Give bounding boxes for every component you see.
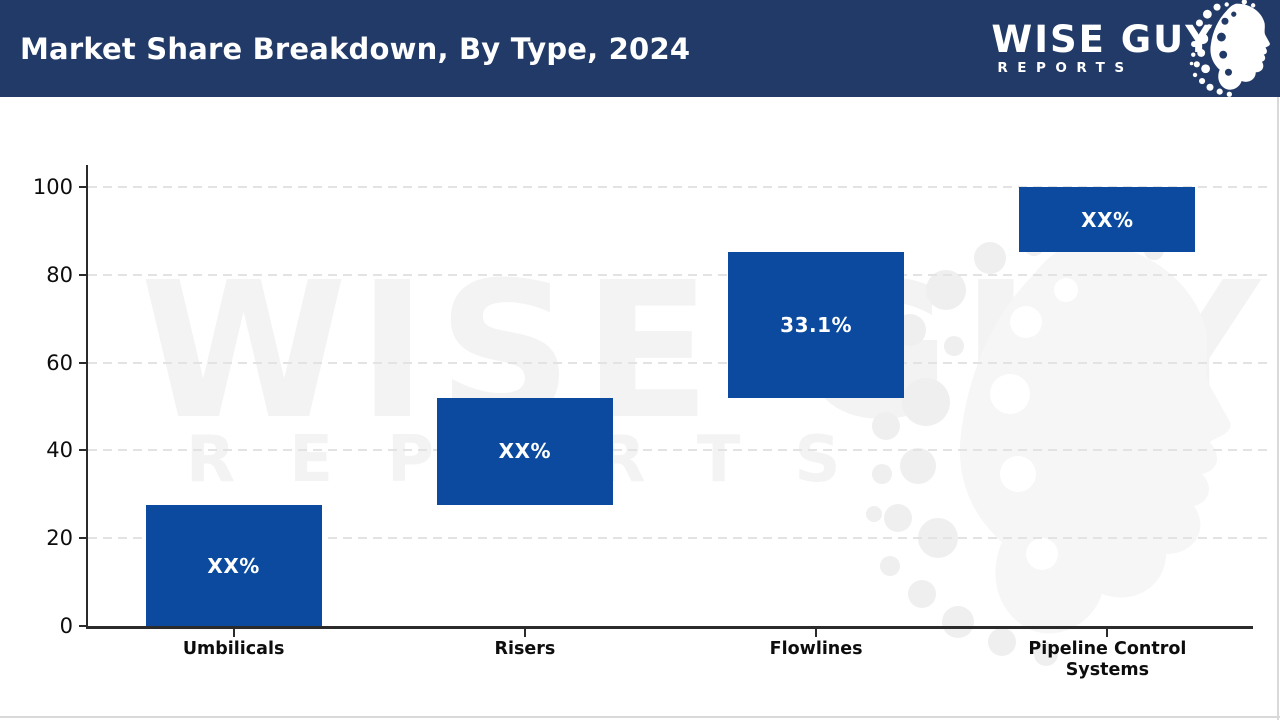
- y-axis-tick-mark: [79, 273, 88, 276]
- bar-value-label-flowlines: 33.1%: [780, 313, 853, 338]
- x-axis-tick-mark: [523, 628, 526, 637]
- x-axis-tick-mark: [1106, 628, 1109, 637]
- gridline-y-100: [88, 186, 1272, 188]
- brand-logo-line2: REPORTS: [997, 60, 1134, 77]
- right-border-line: [1277, 97, 1279, 720]
- y-axis-tick-label: 80: [46, 262, 73, 287]
- gridline-y-40: [88, 449, 1272, 452]
- x-axis-label-pipeline-control-systems: Pipeline Control Systems: [1028, 639, 1187, 681]
- y-axis-tick-label: 40: [46, 438, 73, 463]
- brand-logo-line1: WISE GUY: [991, 17, 1214, 61]
- brand-logo-text: WISE GUY REPORTS: [991, 17, 1214, 77]
- y-axis-tick-label: 0: [59, 614, 73, 638]
- bottom-border-line: [0, 716, 1280, 718]
- y-axis-tick-label: 100: [32, 175, 73, 199]
- bar-value-label-pipeline-control-systems: XX%: [1081, 207, 1134, 232]
- bar-value-label-umbilicals: XX%: [207, 553, 260, 578]
- brand-face-dots-icon: [1189, 0, 1270, 97]
- y-axis-tick-mark: [79, 537, 88, 540]
- y-axis-tick-mark: [79, 449, 88, 452]
- gridline-y-20: [88, 537, 1272, 540]
- page-title: Market Share Breakdown, By Type, 2024: [20, 31, 691, 66]
- bar-umbilicals: XX%: [145, 505, 322, 626]
- bar-pipeline-control-systems: XX%: [1019, 187, 1196, 253]
- x-axis-tick-mark: [232, 628, 235, 637]
- y-axis-tick-label: 60: [46, 350, 73, 375]
- brand-logo: WISE GUY REPORTS: [991, 0, 1276, 97]
- y-axis-tick-mark: [79, 361, 88, 364]
- gridline-y-60: [88, 361, 1272, 364]
- y-axis-spine: [86, 165, 88, 628]
- x-axis-tick-mark: [815, 628, 818, 637]
- bar-value-label-risers: XX%: [498, 439, 552, 464]
- y-axis-tick-mark: [79, 186, 88, 188]
- gridline-y-80: [88, 273, 1272, 276]
- bar-flowlines: 33.1%: [728, 252, 905, 398]
- x-axis-label-risers: Risers: [494, 639, 556, 659]
- x-axis-spine: [86, 626, 1253, 629]
- y-axis-tick-label: 20: [46, 526, 73, 551]
- bar-risers: XX%: [436, 397, 613, 506]
- x-axis-label-flowlines: Flowlines: [769, 639, 863, 659]
- header-bar: Market Share Breakdown, By Type, 2024 WI…: [0, 0, 1280, 97]
- y-axis-tick-mark: [79, 625, 88, 627]
- x-axis-label-umbilicals: Umbilicals: [182, 639, 285, 659]
